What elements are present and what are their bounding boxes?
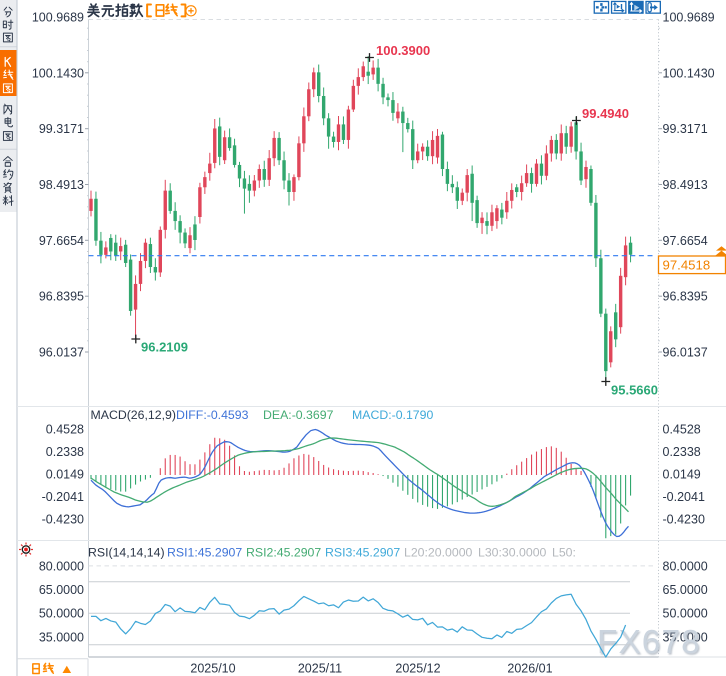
svg-text:0.4528: 0.4528 [46, 422, 84, 436]
svg-text:100.3900: 100.3900 [376, 43, 430, 58]
svg-text:65.0000: 65.0000 [663, 583, 708, 597]
svg-text:0.2338: 0.2338 [663, 445, 701, 459]
svg-text:100.9689: 100.9689 [32, 11, 84, 25]
svg-text:99.3171: 99.3171 [663, 122, 708, 136]
svg-text:98.4913: 98.4913 [663, 178, 708, 192]
svg-text:96.8395: 96.8395 [663, 290, 708, 304]
svg-text:99.3171: 99.3171 [39, 122, 84, 136]
svg-text:0.4528: 0.4528 [663, 422, 701, 436]
svg-text:-0.2041: -0.2041 [663, 490, 705, 504]
svg-text:96.2109: 96.2109 [141, 340, 188, 355]
svg-text:35.0000: 35.0000 [39, 630, 84, 644]
svg-text:L50:: L50: [552, 546, 576, 560]
svg-text:-0.4230: -0.4230 [663, 513, 705, 527]
svg-text:2025/10: 2025/10 [190, 662, 235, 676]
svg-text:2026/01: 2026/01 [507, 662, 552, 676]
svg-text:50.0000: 50.0000 [39, 607, 84, 621]
svg-text:RSI3:45.2907: RSI3:45.2907 [325, 546, 400, 560]
svg-text:L30:30.0000: L30:30.0000 [478, 546, 547, 560]
svg-text:RSI1:45.2907: RSI1:45.2907 [167, 546, 242, 560]
svg-text:2025/12: 2025/12 [395, 662, 440, 676]
svg-text:65.0000: 65.0000 [39, 583, 84, 597]
svg-text:96.0137: 96.0137 [39, 346, 84, 360]
svg-text:96.0137: 96.0137 [663, 346, 708, 360]
svg-text:MACD(26,12,9): MACD(26,12,9) [91, 408, 176, 422]
svg-text:100.1430: 100.1430 [663, 66, 715, 80]
svg-text:80.0000: 80.0000 [663, 559, 708, 573]
svg-text:35.0000: 35.0000 [663, 630, 708, 644]
svg-text:-0.4230: -0.4230 [42, 513, 84, 527]
svg-text:98.4913: 98.4913 [39, 178, 84, 192]
svg-text:97.4518: 97.4518 [663, 258, 711, 273]
svg-text:100.1430: 100.1430 [32, 66, 84, 80]
svg-text:MACD:-0.1790: MACD:-0.1790 [352, 408, 433, 422]
svg-text:DEA:-0.3697: DEA:-0.3697 [263, 408, 334, 422]
svg-text:96.8395: 96.8395 [39, 290, 84, 304]
svg-text:FX678: FX678 [597, 624, 701, 661]
svg-text:80.0000: 80.0000 [39, 559, 84, 573]
svg-text:100.9689: 100.9689 [663, 11, 715, 25]
svg-text:L20:20.0000: L20:20.0000 [404, 546, 473, 560]
svg-text:99.4940: 99.4940 [582, 106, 629, 121]
svg-text:RSI(14,14,14): RSI(14,14,14) [88, 546, 165, 560]
svg-text:97.6654: 97.6654 [39, 234, 84, 248]
svg-text:-0.2041: -0.2041 [42, 490, 84, 504]
svg-text:DIFF:-0.4593: DIFF:-0.4593 [176, 408, 249, 422]
svg-text:2025/11: 2025/11 [298, 662, 342, 676]
svg-text:97.6654: 97.6654 [663, 234, 708, 248]
svg-text:95.5660: 95.5660 [611, 383, 658, 398]
svg-text:0.0149: 0.0149 [46, 467, 84, 481]
svg-text:0.0149: 0.0149 [663, 467, 701, 481]
svg-text:RSI2:45.2907: RSI2:45.2907 [246, 546, 321, 560]
svg-text:0.2338: 0.2338 [46, 445, 84, 459]
svg-text:50.0000: 50.0000 [663, 607, 708, 621]
